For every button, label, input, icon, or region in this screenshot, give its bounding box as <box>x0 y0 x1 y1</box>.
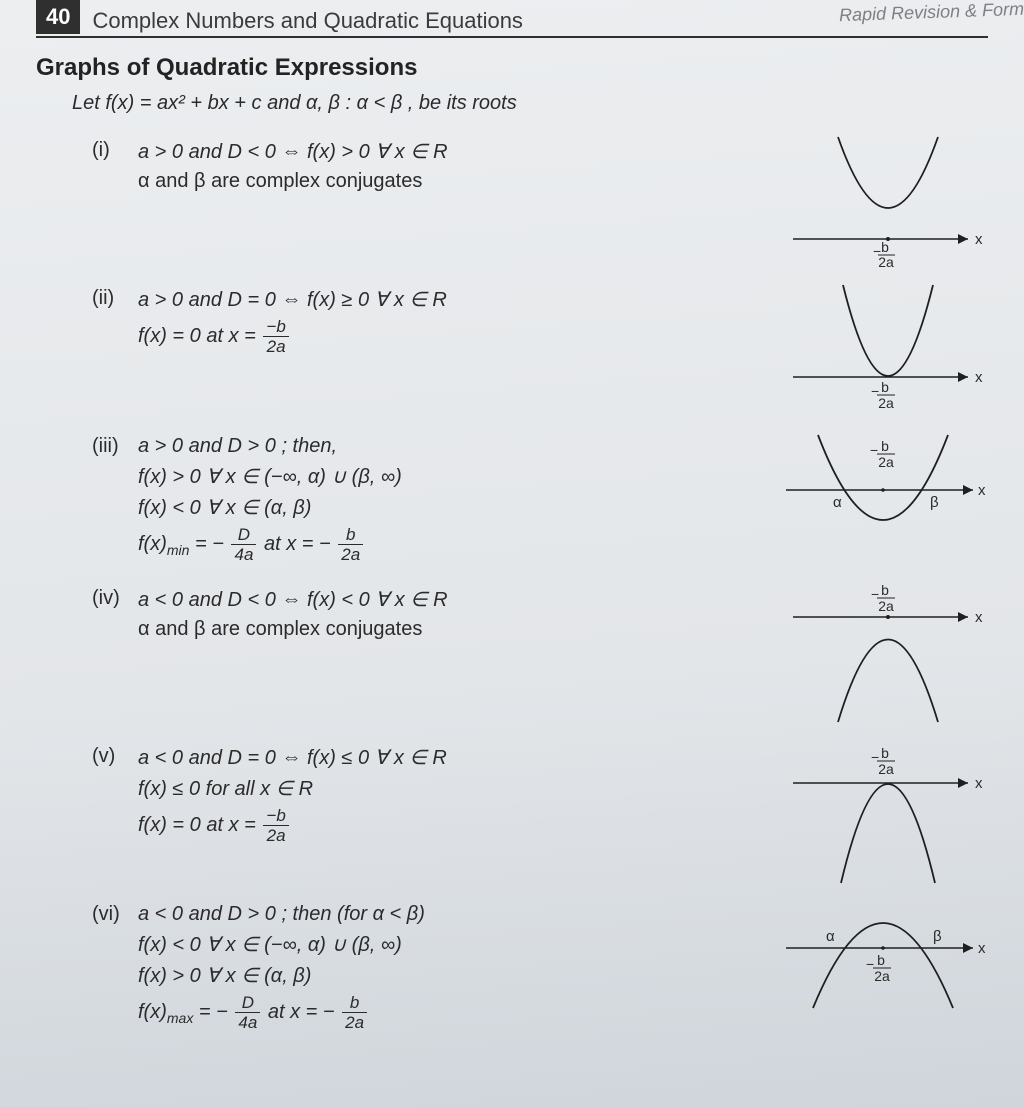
item-iv-line2: α and β are complex conjugates <box>138 618 768 641</box>
svg-text:2a: 2a <box>878 254 894 269</box>
svg-text:−: − <box>866 956 874 972</box>
page-number: 40 <box>36 0 80 34</box>
item-v-sub1: f(x) ≤ 0 for all x ∈ R <box>138 776 768 801</box>
item-i-line2: α and β are complex conjugates <box>138 170 768 193</box>
item-v-row: (v) a < 0 and D = 0 ⇔ f(x) ≤ 0 ∀ x ∈ R f… <box>36 735 988 885</box>
graph-i: x − b 2a <box>783 129 983 269</box>
svg-text:−: − <box>870 442 878 458</box>
svg-text:b: b <box>877 952 885 968</box>
item-ii-line1: a > 0 and D = 0 ⇔ f(x) ≥ 0 ∀ x ∈ R <box>138 287 768 312</box>
item-iv-row: (iv) a < 0 and D < 0 ⇔ f(x) < 0 ∀ x ∈ R … <box>36 577 988 727</box>
svg-text:2a: 2a <box>878 598 894 614</box>
item-vi-row: (vi) a < 0 and D > 0 ; then (for α < β) … <box>36 893 988 1037</box>
roman-iv: (iv) <box>92 587 138 612</box>
chapter-title: Complex Numbers and Quadratic Equations <box>92 8 522 34</box>
item-iii-min: f(x)min = − D4a at x = − b2a <box>138 526 768 563</box>
svg-text:x: x <box>975 609 983 626</box>
svg-text:x: x <box>975 369 983 386</box>
svg-text:β: β <box>930 494 939 511</box>
svg-text:β: β <box>933 928 942 945</box>
svg-text:x: x <box>978 940 986 957</box>
svg-text:2a: 2a <box>878 454 894 470</box>
svg-text:x: x <box>975 775 983 792</box>
graph-iv: x − b 2a <box>783 577 983 727</box>
item-iii-sub2: f(x) < 0 ∀ x ∈ (α, β) <box>138 495 768 520</box>
item-iii-sub1: f(x) > 0 ∀ x ∈ (−∞, α) ∪ (β, ∞) <box>138 464 768 489</box>
svg-text:b: b <box>881 379 889 395</box>
corner-label: Rapid Revision & Form <box>839 0 1024 26</box>
intro-line: Let f(x) = ax² + bx + c and α, β : α < β… <box>72 92 988 115</box>
item-ii-sub: f(x) = 0 at x = −b2a <box>138 318 768 355</box>
svg-text:x: x <box>975 231 983 248</box>
svg-text:b: b <box>881 745 889 761</box>
item-ii-row: (ii) a > 0 and D = 0 ⇔ f(x) ≥ 0 ∀ x ∈ R … <box>36 277 988 417</box>
graph-v: x − b 2a <box>783 735 983 885</box>
svg-text:b: b <box>881 582 889 598</box>
item-vi-max: f(x)max = − D4a at x = − b2a <box>138 994 768 1031</box>
item-i-line1: a > 0 and D < 0 ⇔ f(x) > 0 ∀ x ∈ R <box>138 139 768 164</box>
svg-text:2a: 2a <box>878 395 894 411</box>
item-vi-sub2: f(x) > 0 ∀ x ∈ (α, β) <box>138 963 768 988</box>
roman-ii: (ii) <box>92 287 138 312</box>
item-iv-line1: a < 0 and D < 0 ⇔ f(x) < 0 ∀ x ∈ R <box>138 587 768 612</box>
svg-text:x: x <box>978 482 986 499</box>
item-iii-row: (iii) a > 0 and D > 0 ; then, f(x) > 0 ∀… <box>36 425 988 569</box>
item-iii-line1: a > 0 and D > 0 ; then, <box>138 435 768 458</box>
svg-text:2a: 2a <box>874 968 890 984</box>
svg-text:b: b <box>881 239 889 255</box>
roman-vi: (vi) <box>92 903 138 926</box>
item-v-line1: a < 0 and D = 0 ⇔ f(x) ≤ 0 ∀ x ∈ R <box>138 745 768 770</box>
svg-text:α: α <box>833 494 842 511</box>
section-title: Graphs of Quadratic Expressions <box>36 54 988 82</box>
item-i-row: (i) a > 0 and D < 0 ⇔ f(x) > 0 ∀ x ∈ R α… <box>36 129 988 269</box>
graph-iii: x α β − b 2a <box>778 425 988 555</box>
item-vi-line1: a < 0 and D > 0 ; then (for α < β) <box>138 903 768 926</box>
graph-vi: x α β − b 2a <box>778 893 988 1023</box>
roman-iii: (iii) <box>92 435 138 458</box>
roman-i: (i) <box>92 139 138 164</box>
item-vi-sub1: f(x) < 0 ∀ x ∈ (−∞, α) ∪ (β, ∞) <box>138 932 768 957</box>
graph-ii: x − b 2a <box>783 277 983 417</box>
roman-v: (v) <box>92 745 138 770</box>
svg-text:b: b <box>881 438 889 454</box>
item-v-sub2: f(x) = 0 at x = −b2a <box>138 807 768 844</box>
svg-text:2a: 2a <box>878 761 894 777</box>
svg-text:α: α <box>826 928 835 945</box>
